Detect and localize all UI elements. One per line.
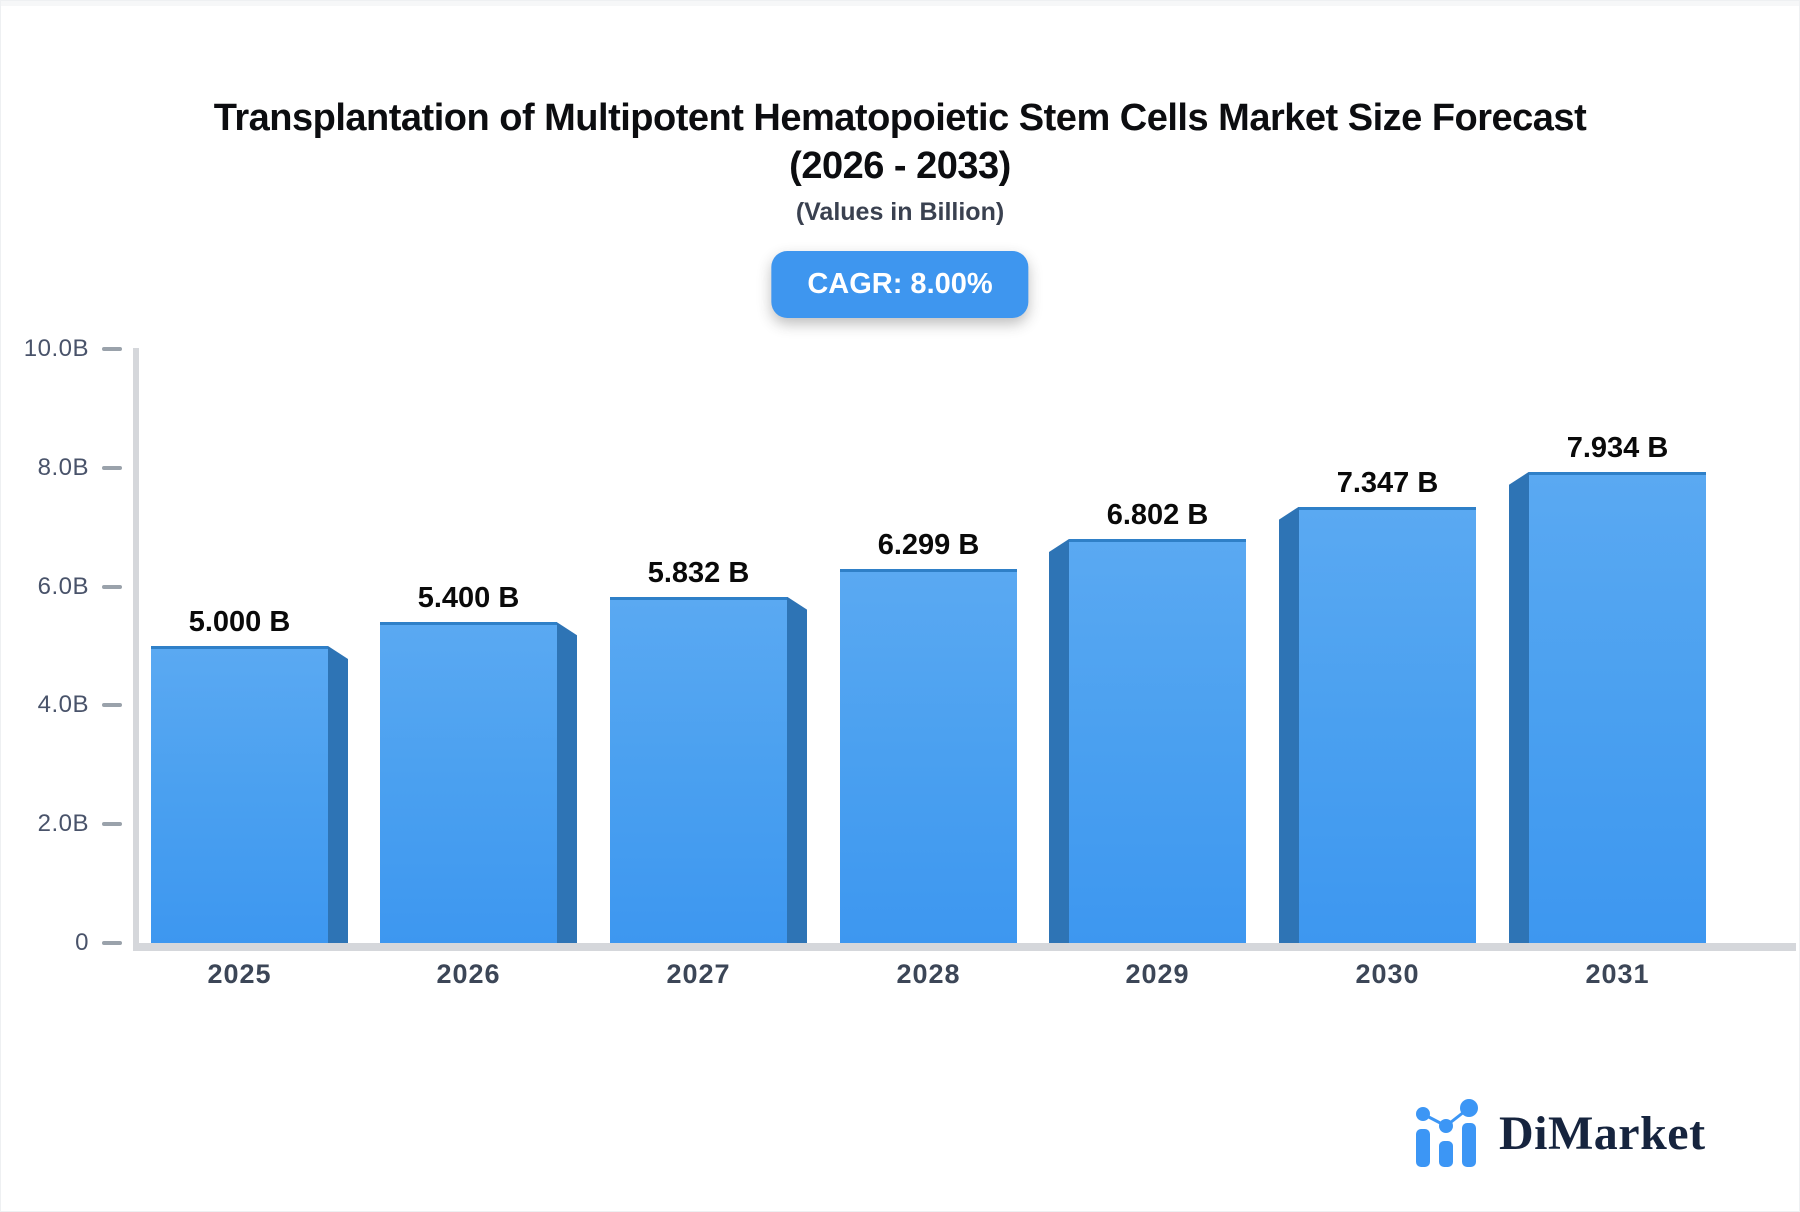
x-axis-label: 2026 [436,959,501,989]
y-tick-mark [102,703,122,708]
y-tick-mark [102,822,122,827]
x-axis-label: 2030 [1355,959,1420,989]
brand-bar-chart-icon [1416,1099,1478,1167]
chart-title-line1: Transplantation of Multipotent Hematopoi… [213,97,1587,139]
y-tick-label: 4.0B [37,691,89,719]
x-axis-label: 2027 [666,959,731,989]
bar-value-label: 5.400 B [417,582,520,615]
chart-title-line2: (2026 - 2033) [789,145,1011,187]
bar-3d-side [1049,538,1069,943]
bar-3d-side [787,596,807,943]
y-tick-label: 8.0B [37,453,89,481]
y-tick-mark [102,465,122,470]
x-axis-line [133,943,1796,951]
y-tick-mark [102,584,122,589]
y-tick-label: 0 [75,929,89,956]
bar-2027 [610,596,787,943]
bar-value-label: 6.802 B [1106,498,1209,531]
y-tick-mark [102,347,122,351]
x-axis-label: 2025 [207,959,272,989]
bar-2025 [151,646,328,943]
chart-subtitle: (Values in Billion) [795,198,1005,226]
bar-value-label: 5.000 B [188,606,291,638]
bar-value-label: 5.832 B [647,556,750,589]
y-axis-line [133,348,139,951]
y-tick-label: 6.0B [37,572,89,600]
bar-2026 [380,622,557,943]
bar-value-label: 7.934 B [1566,431,1669,464]
cagr-badge: CAGR: 8.00% [771,251,1029,318]
bar-2028 [840,568,1017,943]
bar-value-label: 7.347 B [1336,466,1439,499]
bar-value-label: 6.299 B [877,528,980,561]
top-strip [1,1,1799,6]
bar-3d-side [328,646,348,943]
bar-3d-side [557,622,577,943]
x-axis-label: 2028 [896,959,961,989]
y-tick-label: 10.0B [23,335,89,362]
bar-3d-side [1279,506,1299,943]
bar-2031 [1529,471,1706,943]
brand-name: DiMarket [1499,1106,1706,1160]
x-axis-label: 2031 [1585,959,1650,989]
x-axis-label: 2029 [1125,959,1190,989]
bar-2029 [1069,538,1246,943]
bar-3d-side [1509,471,1529,943]
brand-logo: DiMarket [1413,1099,1706,1167]
bar-2030 [1299,506,1476,943]
y-tick-mark [102,941,122,945]
y-tick-label: 2.0B [37,810,89,838]
